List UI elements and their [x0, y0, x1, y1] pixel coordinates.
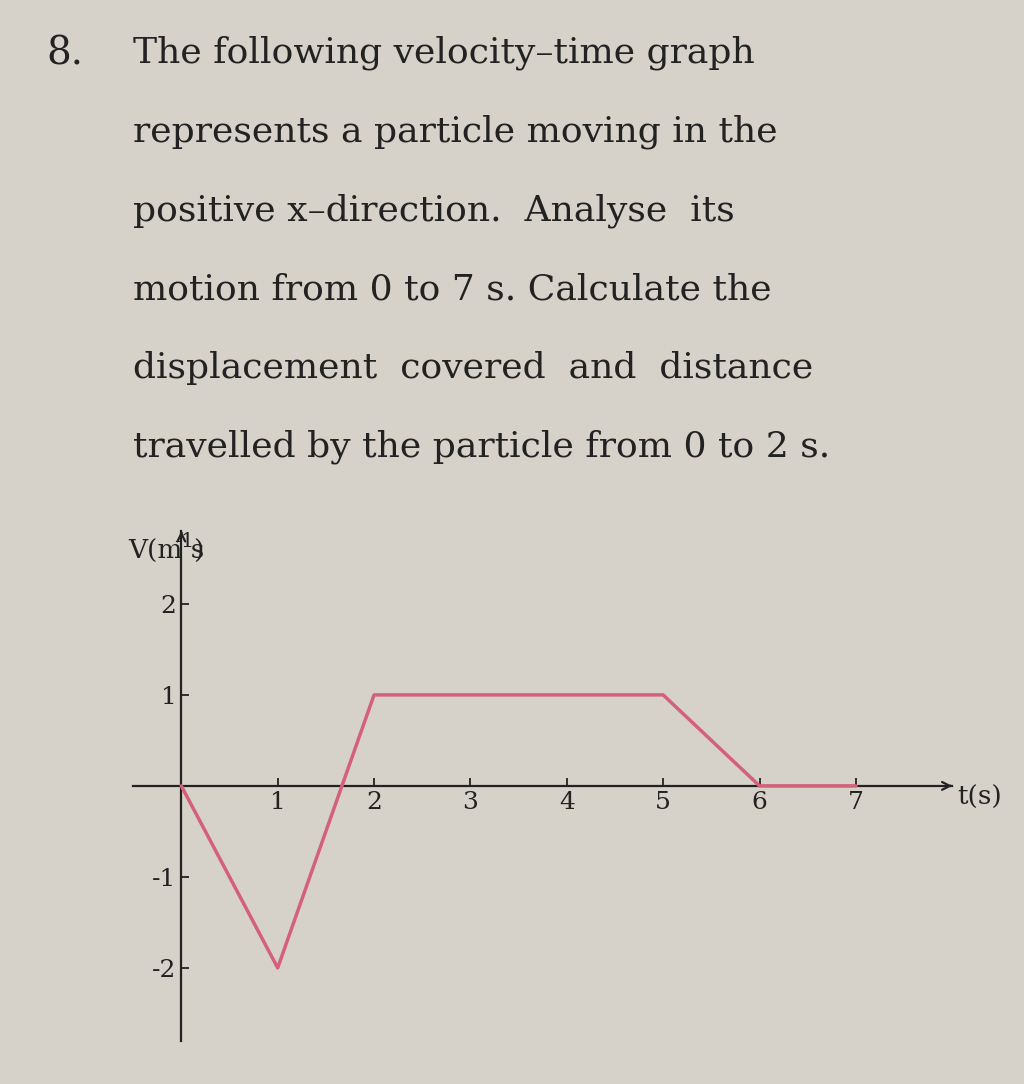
Text: 8.: 8. — [46, 36, 83, 73]
Text: positive x–direction.  Analyse  its: positive x–direction. Analyse its — [133, 193, 735, 228]
Text: ): ) — [193, 539, 203, 564]
Text: represents a particle moving in the: represents a particle moving in the — [133, 115, 778, 150]
Text: The following velocity–time graph: The following velocity–time graph — [133, 36, 755, 70]
Text: displacement  covered  and  distance: displacement covered and distance — [133, 351, 813, 385]
Text: -1: -1 — [174, 531, 195, 551]
Text: t(s): t(s) — [957, 785, 1001, 810]
Text: V(m s: V(m s — [128, 539, 205, 564]
Text: travelled by the particle from 0 to 2 s.: travelled by the particle from 0 to 2 s. — [133, 429, 830, 464]
Text: motion from 0 to 7 s. Calculate the: motion from 0 to 7 s. Calculate the — [133, 272, 772, 306]
